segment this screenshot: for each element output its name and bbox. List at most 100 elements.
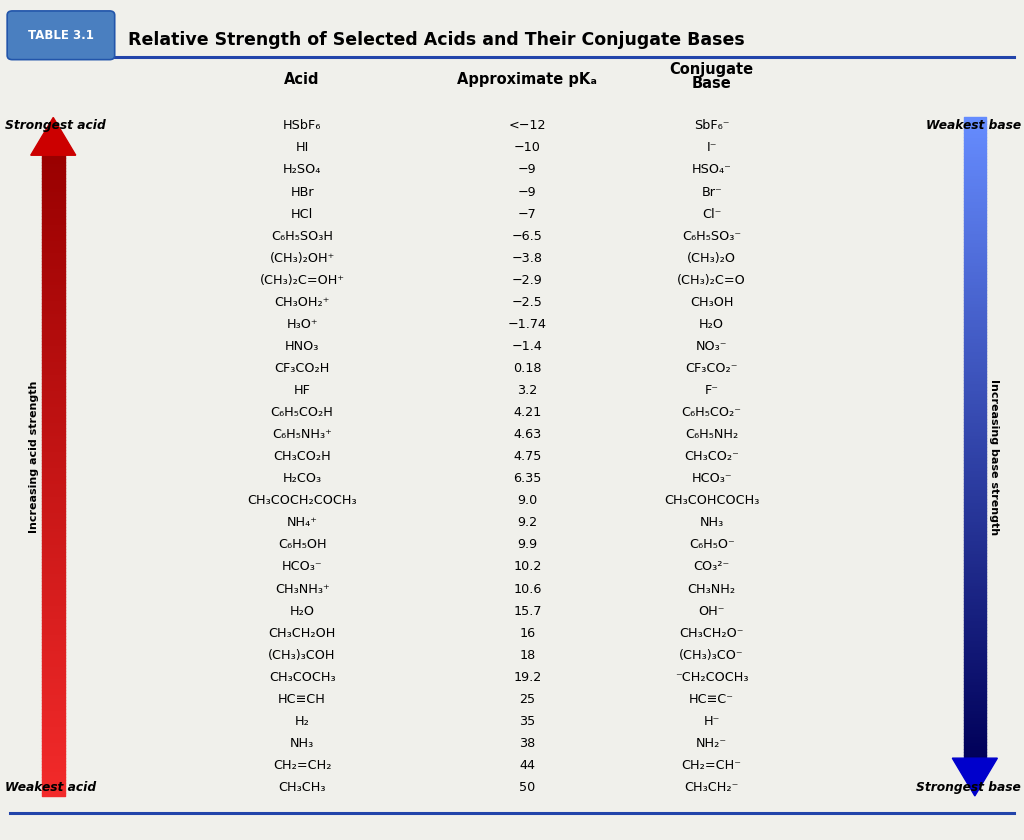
Text: 9.0: 9.0	[517, 494, 538, 507]
Text: 38: 38	[519, 737, 536, 750]
Text: H₂SO₄: H₂SO₄	[283, 164, 322, 176]
Text: I⁻: I⁻	[707, 141, 717, 155]
Text: Br⁻: Br⁻	[701, 186, 722, 198]
Text: Increasing acid strength: Increasing acid strength	[29, 381, 39, 533]
Text: 16: 16	[519, 627, 536, 639]
Text: CH₃NH₂: CH₃NH₂	[688, 582, 735, 596]
Text: 15.7: 15.7	[513, 605, 542, 617]
Text: CF₃CO₂H: CF₃CO₂H	[274, 362, 330, 375]
Text: F⁻: F⁻	[705, 384, 719, 397]
Text: 44: 44	[519, 759, 536, 772]
Text: C₆H₅OH: C₆H₅OH	[278, 538, 327, 551]
Text: HCO₃⁻: HCO₃⁻	[282, 560, 323, 574]
Text: Approximate pKₐ: Approximate pKₐ	[458, 72, 597, 87]
Text: NH₃: NH₃	[699, 517, 724, 529]
Text: H₂O: H₂O	[699, 318, 724, 331]
Text: −3.8: −3.8	[512, 252, 543, 265]
FancyBboxPatch shape	[7, 11, 115, 60]
Text: CH₃OH₂⁺: CH₃OH₂⁺	[274, 296, 330, 309]
Text: 35: 35	[519, 715, 536, 728]
Text: CH₃COHCOCH₃: CH₃COHCOCH₃	[664, 494, 760, 507]
Text: CF₃CO₂⁻: CF₃CO₂⁻	[685, 362, 738, 375]
Text: 4.75: 4.75	[513, 450, 542, 463]
Text: CH₃CO₂H: CH₃CO₂H	[273, 450, 331, 463]
Text: HC≡CH: HC≡CH	[279, 693, 326, 706]
Text: −10: −10	[514, 141, 541, 155]
Text: C₆H₅NH₃⁺: C₆H₅NH₃⁺	[272, 428, 332, 441]
Text: H₂O: H₂O	[290, 605, 314, 617]
Text: NH₄⁺: NH₄⁺	[287, 517, 317, 529]
Text: 10.2: 10.2	[513, 560, 542, 574]
Text: H₂: H₂	[295, 715, 309, 728]
Text: HCl: HCl	[291, 207, 313, 221]
Text: TABLE 3.1: TABLE 3.1	[28, 29, 94, 42]
Text: −9: −9	[518, 164, 537, 176]
Text: HI: HI	[295, 141, 309, 155]
Text: (CH₃)₃COH: (CH₃)₃COH	[268, 648, 336, 662]
Text: 19.2: 19.2	[513, 671, 542, 684]
Text: Cl⁻: Cl⁻	[702, 207, 721, 221]
Text: HC≡C⁻: HC≡C⁻	[689, 693, 734, 706]
Text: HBr: HBr	[290, 186, 314, 198]
Text: Strongest acid: Strongest acid	[5, 119, 105, 133]
Text: NO₃⁻: NO₃⁻	[696, 340, 727, 353]
Text: C₆H₅SO₃⁻: C₆H₅SO₃⁻	[682, 229, 741, 243]
Text: Relative Strength of Selected Acids and Their Conjugate Bases: Relative Strength of Selected Acids and …	[128, 31, 744, 50]
Text: Weakest base: Weakest base	[926, 119, 1021, 133]
Polygon shape	[31, 118, 76, 155]
Text: HNO₃: HNO₃	[285, 340, 319, 353]
Text: HSO₄⁻: HSO₄⁻	[692, 164, 731, 176]
Text: Strongest base: Strongest base	[916, 781, 1021, 794]
Text: C₆H₅NH₂: C₆H₅NH₂	[685, 428, 738, 441]
Text: 9.2: 9.2	[517, 517, 538, 529]
Text: 6.35: 6.35	[513, 472, 542, 486]
Text: −7: −7	[518, 207, 537, 221]
Text: −6.5: −6.5	[512, 229, 543, 243]
Text: 25: 25	[519, 693, 536, 706]
Text: C₆H₅CO₂H: C₆H₅CO₂H	[270, 406, 334, 419]
Text: HCO₃⁻: HCO₃⁻	[691, 472, 732, 486]
Text: 50: 50	[519, 781, 536, 794]
Text: CH₃CO₂⁻: CH₃CO₂⁻	[684, 450, 739, 463]
Text: CH₃COCH₂COCH₃: CH₃COCH₂COCH₃	[247, 494, 357, 507]
Text: CH₃CH₂OH: CH₃CH₂OH	[268, 627, 336, 639]
Text: CH₃CH₂⁻: CH₃CH₂⁻	[684, 781, 739, 794]
Text: OH⁻: OH⁻	[698, 605, 725, 617]
Text: 0.18: 0.18	[513, 362, 542, 375]
Polygon shape	[952, 759, 997, 796]
Text: CH₃CH₃: CH₃CH₃	[279, 781, 326, 794]
Text: 18: 18	[519, 648, 536, 662]
Text: Conjugate: Conjugate	[670, 62, 754, 77]
Text: H⁻: H⁻	[703, 715, 720, 728]
Text: −2.9: −2.9	[512, 274, 543, 286]
Text: HSbF₆: HSbF₆	[283, 119, 322, 133]
Text: Increasing base strength: Increasing base strength	[989, 379, 999, 535]
Text: (CH₃)₂O: (CH₃)₂O	[687, 252, 736, 265]
Text: Acid: Acid	[285, 72, 319, 87]
Text: Weakest acid: Weakest acid	[5, 781, 96, 794]
Text: CH₃OH: CH₃OH	[690, 296, 733, 309]
Text: 4.63: 4.63	[513, 428, 542, 441]
Text: CH₃NH₃⁺: CH₃NH₃⁺	[274, 582, 330, 596]
Text: H₂CO₃: H₂CO₃	[283, 472, 322, 486]
Text: CH₃CH₂O⁻: CH₃CH₂O⁻	[680, 627, 743, 639]
Text: 9.9: 9.9	[517, 538, 538, 551]
Text: NH₂⁻: NH₂⁻	[696, 737, 727, 750]
Text: CH₃COCH₃: CH₃COCH₃	[268, 671, 336, 684]
Text: <−12: <−12	[509, 119, 546, 133]
Text: CH₂=CH⁻: CH₂=CH⁻	[682, 759, 741, 772]
Text: ⁻CH₂COCH₃: ⁻CH₂COCH₃	[675, 671, 749, 684]
Text: −1.4: −1.4	[512, 340, 543, 353]
Text: CH₂=CH₂: CH₂=CH₂	[272, 759, 332, 772]
Text: (CH₃)₃CO⁻: (CH₃)₃CO⁻	[679, 648, 744, 662]
Text: C₆H₅O⁻: C₆H₅O⁻	[689, 538, 734, 551]
Text: HF: HF	[294, 384, 310, 397]
Text: (CH₃)₂C=OH⁺: (CH₃)₂C=OH⁺	[259, 274, 345, 286]
Text: 3.2: 3.2	[517, 384, 538, 397]
Text: CO₃²⁻: CO₃²⁻	[693, 560, 730, 574]
Text: 10.6: 10.6	[513, 582, 542, 596]
Text: C₆H₅CO₂⁻: C₆H₅CO₂⁻	[682, 406, 741, 419]
Text: −1.74: −1.74	[508, 318, 547, 331]
Text: (CH₃)₂C=O: (CH₃)₂C=O	[677, 274, 746, 286]
Text: Base: Base	[692, 76, 731, 92]
